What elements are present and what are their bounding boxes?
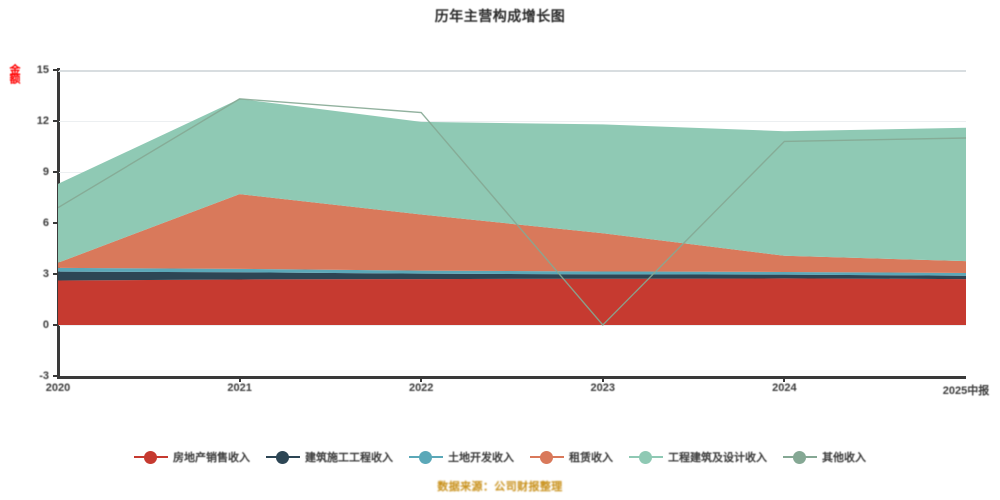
area-series-4 [58,194,966,273]
y-axis-tick-mark [53,222,59,224]
legend-label: 土地开发收入 [448,452,514,464]
legend-item-series2[interactable]: 建筑施工工程收入 [266,449,393,465]
legend-dot [144,451,157,464]
plot-area [58,70,966,328]
x-axis-tick-mark [783,376,786,382]
legend-marker-icon [266,450,300,464]
y-axis-tick-mark [53,69,59,71]
legend-item-series1[interactable]: 房地产销售收入 [134,449,250,465]
y-axis-caption: 金额 [8,64,20,82]
y-axis-tick-mark [53,375,59,377]
legend-marker-icon [409,450,443,464]
x-axis-tick-label: 2023 [590,382,616,394]
x-axis-tick-mark [601,376,604,382]
legend-dot [419,451,432,464]
chart-legend: 房地产销售收入 建筑施工工程收入 土地开发收入 租赁收入 工程建筑及设计收入 其他收入 [0,449,1000,465]
area-series-5 [58,98,966,263]
legend-marker-icon [134,450,168,464]
legend-marker-icon [783,450,817,464]
y-axis-tick-label: 9 [42,166,49,178]
y-axis-tick-mark [53,120,59,122]
legend-label: 建筑施工工程收入 [305,452,393,464]
y-axis-tick-mark [53,324,59,326]
x-axis-tick-label: 2020 [45,382,71,394]
x-axis-tick-label: 2021 [227,382,252,394]
x-axis-tick-mark [238,376,241,382]
legend-item-series3[interactable]: 土地开发收入 [409,449,514,465]
x-axis-tick-label: 2022 [408,382,434,394]
legend-dot [276,451,289,464]
legend-dot [639,451,652,464]
gridline [58,70,966,72]
legend-dot [540,451,553,464]
legend-marker-icon [629,450,663,464]
line-series-other-income [58,98,966,327]
y-axis-tick-label: 12 [36,115,49,127]
legend-label: 租赁收入 [569,452,613,464]
gridline [58,325,966,326]
y-axis-tick-label: -3 [39,370,49,382]
legend-item-series4[interactable]: 租赁收入 [530,449,613,465]
legend-marker-icon [530,450,564,464]
page-title: 历年主营构成增长图 [434,8,566,24]
legend-label: 工程建筑及设计收入 [668,452,767,464]
y-axis-tick-label: 6 [42,217,49,229]
y-axis-tick-label: 15 [36,64,49,76]
legend-label: 房地产销售收入 [173,452,250,464]
legend-item-series6[interactable]: 其他收入 [783,449,866,465]
legend-dot [793,451,806,464]
legend-label: 其他收入 [822,452,866,464]
x-axis-tick-label: 2025中报 [942,385,990,397]
stacked-area-chart [58,98,966,327]
y-axis-tick-label: 3 [42,268,49,280]
area-series-2 [58,271,966,281]
legend-item-series5[interactable]: 工程建筑及设计收入 [629,449,767,465]
source-watermark: 数据来源：公司财报整理 [437,481,563,493]
y-axis-tick-mark [53,273,59,275]
y-axis-tick-mark [53,171,59,173]
x-axis-tick-mark [420,376,423,382]
area-series-1 [58,278,966,325]
area-series-3 [58,267,966,276]
gridline [58,121,966,122]
x-axis-tick-label: 2024 [772,382,797,394]
y-axis-tick-label: 0 [42,319,49,331]
x-axis-line [57,376,966,379]
